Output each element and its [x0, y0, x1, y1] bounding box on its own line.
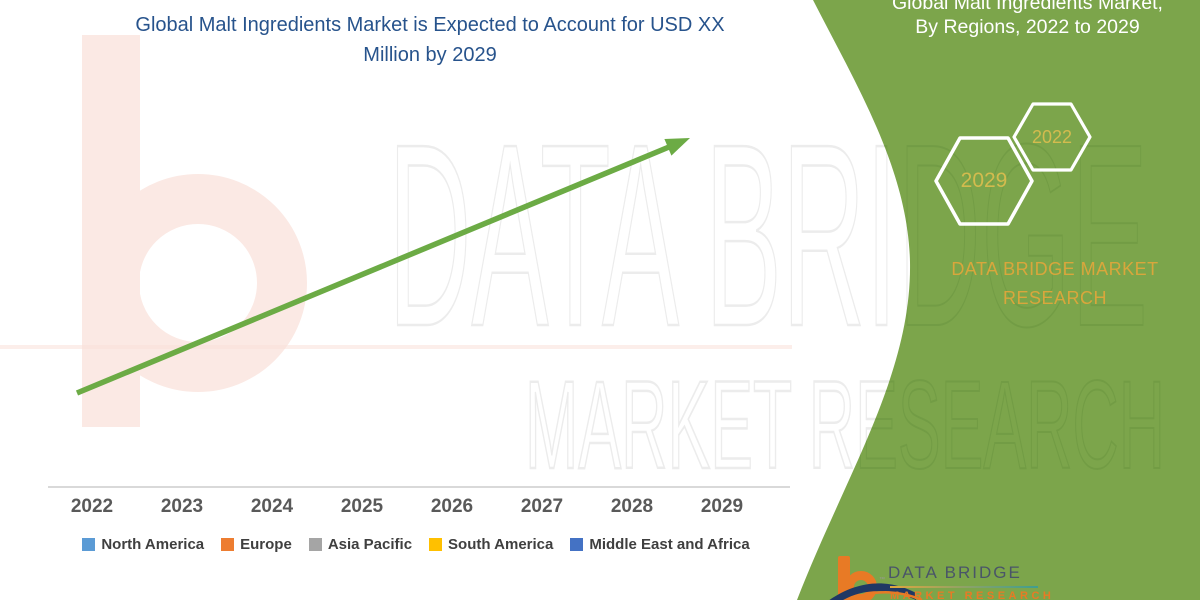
sidebar-brand-line1: DATA BRIDGE MARKET	[951, 259, 1159, 279]
sidebar-background	[797, 0, 1200, 600]
legend-swatch	[308, 538, 322, 551]
legend-item-middle-east-and-africa: Middle East and Africa	[570, 536, 750, 553]
x-axis-label-2027: 2027	[520, 496, 564, 517]
legend-item-asia-pacific: Asia Pacific	[308, 536, 413, 553]
x-axis-label-2024: 2024	[250, 496, 294, 517]
sidebar-heading-line2: By Regions, 2022 to 2029	[915, 16, 1140, 38]
legend-label: North America	[101, 536, 205, 553]
legend-swatch	[570, 538, 584, 551]
legend-label: Europe	[240, 536, 292, 553]
sidebar-heading: Global Malt Ingredients Market, By Regio…	[845, 0, 1200, 39]
legend-item-north-america: North America	[82, 536, 204, 553]
x-axis-label-2028: 2028	[610, 496, 654, 517]
x-axis-label-2026: 2026	[430, 496, 474, 517]
legend-item-south-america: South America	[429, 536, 553, 553]
hexagon-2029-label: 2029	[960, 169, 1008, 192]
chart-title-line2: Million by 2029	[363, 44, 497, 66]
chart-legend: North America Europe Asia Pacific South Ame…	[44, 536, 788, 553]
chart-title: Global Malt Ingredients Market is Expect…	[50, 10, 810, 70]
logo-divider-rule	[890, 586, 1038, 588]
legend-swatch	[82, 538, 96, 551]
legend-label: South America	[448, 536, 554, 553]
x-axis-line	[48, 486, 790, 488]
x-axis-label-2022: 2022	[70, 496, 114, 517]
sidebar-heading-line1: Global Malt Ingredients Market,	[892, 0, 1163, 14]
sidebar-brand-text: DATA BRIDGE MARKET RESEARCH	[915, 255, 1195, 313]
logo-subtitle: MARKET RESEARCH	[890, 590, 1055, 600]
legend-swatch	[429, 538, 443, 551]
x-axis-label-2025: 2025	[340, 496, 384, 517]
x-axis-label-2029: 2029	[700, 496, 744, 517]
legend-label: Asia Pacific	[327, 536, 413, 553]
logo-trademark-symbol: ™	[879, 577, 885, 583]
logo-wordmark: DATA BRIDGE	[888, 563, 1022, 582]
hexagon-2022-label: 2022	[1031, 127, 1073, 147]
chart-title-line1: Global Malt Ingredients Market is Expect…	[135, 14, 725, 36]
legend-item-europe: Europe	[221, 536, 292, 553]
x-axis-label-2023: 2023	[160, 496, 204, 517]
legend-swatch	[221, 538, 235, 551]
legend-label: Middle East and Africa	[589, 536, 750, 553]
sidebar-brand-line2: RESEARCH	[1002, 288, 1108, 308]
